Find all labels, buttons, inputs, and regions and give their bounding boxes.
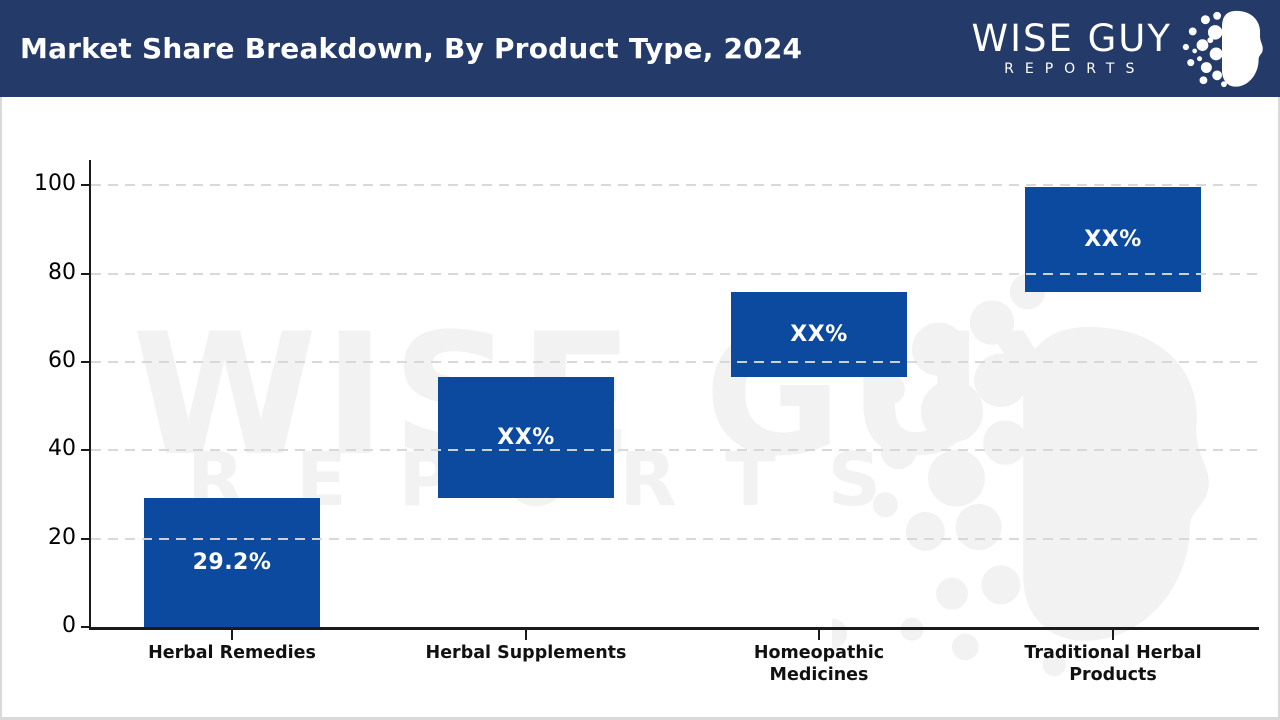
bar-value-label-herbal-remedies: 29.2% <box>192 550 272 575</box>
y-tick-40 <box>81 449 89 452</box>
y-tick-label-0: 0 <box>62 613 76 638</box>
x-axis-label-homeopathic-medicines: Homeopathic Medicines <box>753 643 885 685</box>
y-tick-100 <box>81 184 89 187</box>
x-axis-label-traditional-herbal-products: Traditional Herbal Products <box>1024 643 1202 685</box>
x-axis-spine <box>89 627 1259 630</box>
x-axis-label-herbal-supplements: Herbal Supplements <box>425 643 627 663</box>
y-tick-80 <box>81 272 89 275</box>
gridline-100 <box>91 184 1258 187</box>
x-tick-herbal-remedies <box>231 630 233 640</box>
gridline-80 <box>91 272 1258 275</box>
y-tick-label-20: 20 <box>48 524 76 550</box>
logo-face-icon <box>1182 10 1263 87</box>
y-tick-0 <box>81 626 89 628</box>
y-tick-label-40: 40 <box>48 436 76 462</box>
logo-wordmark: WISE GUY REPORTS <box>971 17 1172 77</box>
plot-area: 0 20 40 60 80 100 29.2% Herbal Remedies XX% Herba… <box>2 97 1278 717</box>
y-tick-label-60: 60 <box>48 347 76 373</box>
y-tick-20 <box>81 537 89 540</box>
logo-wordmark-line1: WISE GUY <box>971 17 1172 61</box>
x-tick-herbal-supplements <box>525 630 527 640</box>
bar-herbal-remedies: 29.2% <box>144 498 320 627</box>
bar-value-label-homeopathic-medicines: XX% <box>790 321 848 347</box>
y-tick-label-100: 100 <box>34 171 76 197</box>
bar-traditional-herbal-products: XX% <box>1025 187 1201 292</box>
y-tick-60 <box>81 360 89 363</box>
chart-canvas: WISE GUY REPORTS 02040608010029.2%Herbal… <box>0 97 1280 720</box>
gridline-20 <box>91 537 1258 540</box>
gridline-60 <box>91 360 1258 363</box>
bar-value-label-herbal-supplements: XX% <box>497 424 555 450</box>
y-tick-label-80: 80 <box>48 259 76 285</box>
bar-herbal-supplements: XX% <box>438 376 614 498</box>
gridline-40 <box>91 449 1258 452</box>
x-axis-label-herbal-remedies: Herbal Remedies <box>148 643 316 663</box>
x-tick-homeopathic-medicines <box>818 630 820 640</box>
bar-homeopathic-medicines: XX% <box>731 291 907 377</box>
chart-header: Market Share Breakdown, By Product Type,… <box>0 0 1280 97</box>
logo-wordmark-line2: REPORTS <box>1004 60 1146 77</box>
page-title: Market Share Breakdown, By Product Type,… <box>20 32 803 65</box>
y-axis-spine <box>89 160 91 629</box>
bar-value-label-traditional-herbal-products: XX% <box>1084 226 1142 252</box>
wiseguy-logo: WISE GUY REPORTS <box>972 8 1266 90</box>
x-tick-traditional-herbal-products <box>1112 630 1114 640</box>
